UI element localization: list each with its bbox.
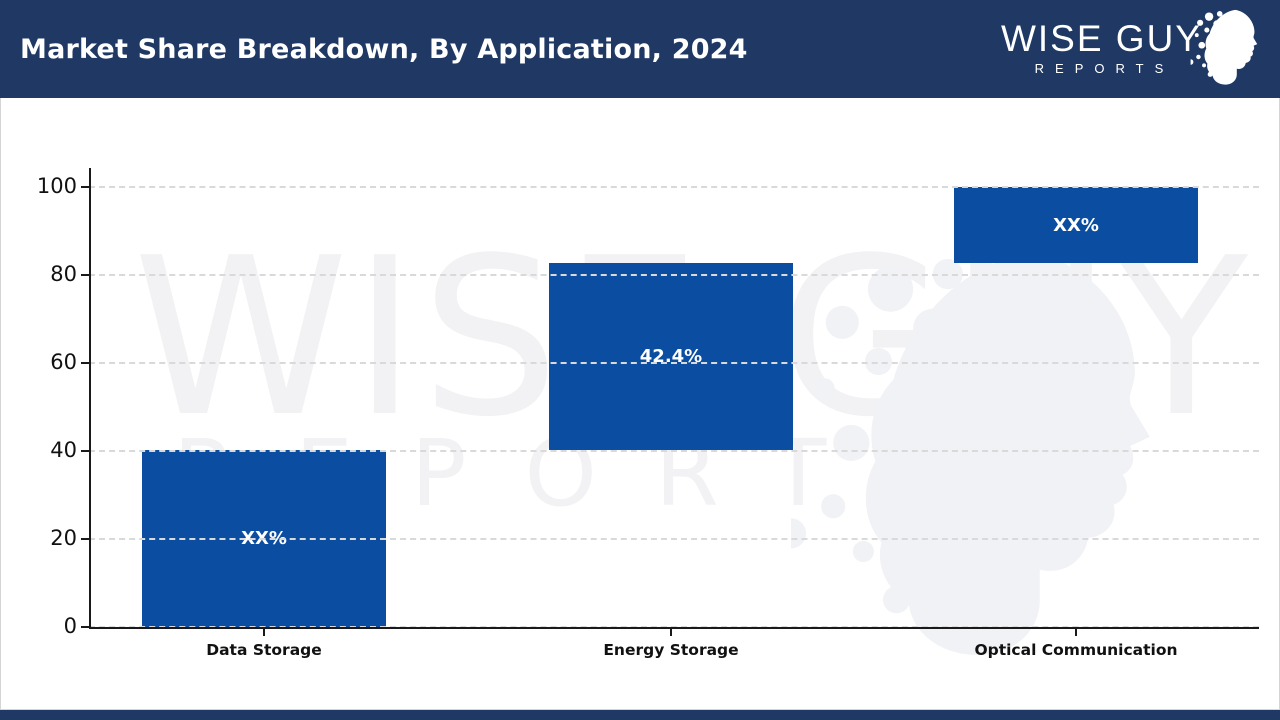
- y-tick-label-20: 20: [50, 526, 77, 550]
- logo-text: WISE GUY REPORTS: [1000, 18, 1202, 76]
- logo-face-icon: [1188, 6, 1266, 90]
- logo-reports-label: REPORTS: [1034, 60, 1175, 76]
- y-tick-40: [81, 450, 89, 452]
- y-tick-label-100: 100: [36, 174, 77, 198]
- bar-energy-storage: 42.4%: [549, 263, 793, 450]
- y-tick-80: [81, 274, 89, 276]
- gridline-100: [89, 186, 1259, 188]
- y-tick-label-60: 60: [50, 350, 77, 374]
- logo-wiseguy-label: WISE GUY: [1000, 18, 1202, 60]
- y-axis-line: [89, 168, 91, 629]
- y-tick-0: [81, 626, 89, 628]
- y-tick-label-80: 80: [50, 262, 77, 286]
- x-category-label: Data Storage: [206, 641, 322, 659]
- x-axis-line: [89, 627, 1259, 629]
- watermark-face-icon: [791, 228, 1183, 688]
- y-tick-60: [81, 362, 89, 364]
- bar-value-label: 42.4%: [639, 345, 703, 367]
- x-category-label: Optical Communication: [974, 641, 1178, 659]
- chart-area: WISE GUY REPORTS 020406080100XX%42.4%XX%…: [0, 98, 1280, 710]
- bar-value-label: XX%: [1053, 214, 1099, 236]
- gridline-80: [89, 274, 1259, 276]
- y-tick-20: [81, 538, 89, 540]
- gridline-40: [89, 450, 1259, 452]
- x-tick-1: [670, 629, 672, 636]
- gridline-60: [89, 362, 1259, 364]
- x-tick-2: [1075, 629, 1077, 636]
- footer-bar: [0, 710, 1280, 720]
- gridline-20: [89, 538, 1259, 540]
- header-bar: Market Share Breakdown, By Application, …: [0, 0, 1280, 98]
- wiseguy-logo: WISE GUY REPORTS: [1001, 6, 1266, 90]
- y-tick-100: [81, 186, 89, 188]
- y-tick-label-40: 40: [50, 438, 77, 462]
- x-tick-0: [263, 629, 265, 636]
- page-title: Market Share Breakdown, By Application, …: [20, 33, 748, 65]
- y-tick-label-0: 0: [63, 614, 77, 638]
- x-category-label: Energy Storage: [603, 641, 739, 659]
- bar-optical-communication: XX%: [954, 187, 1198, 264]
